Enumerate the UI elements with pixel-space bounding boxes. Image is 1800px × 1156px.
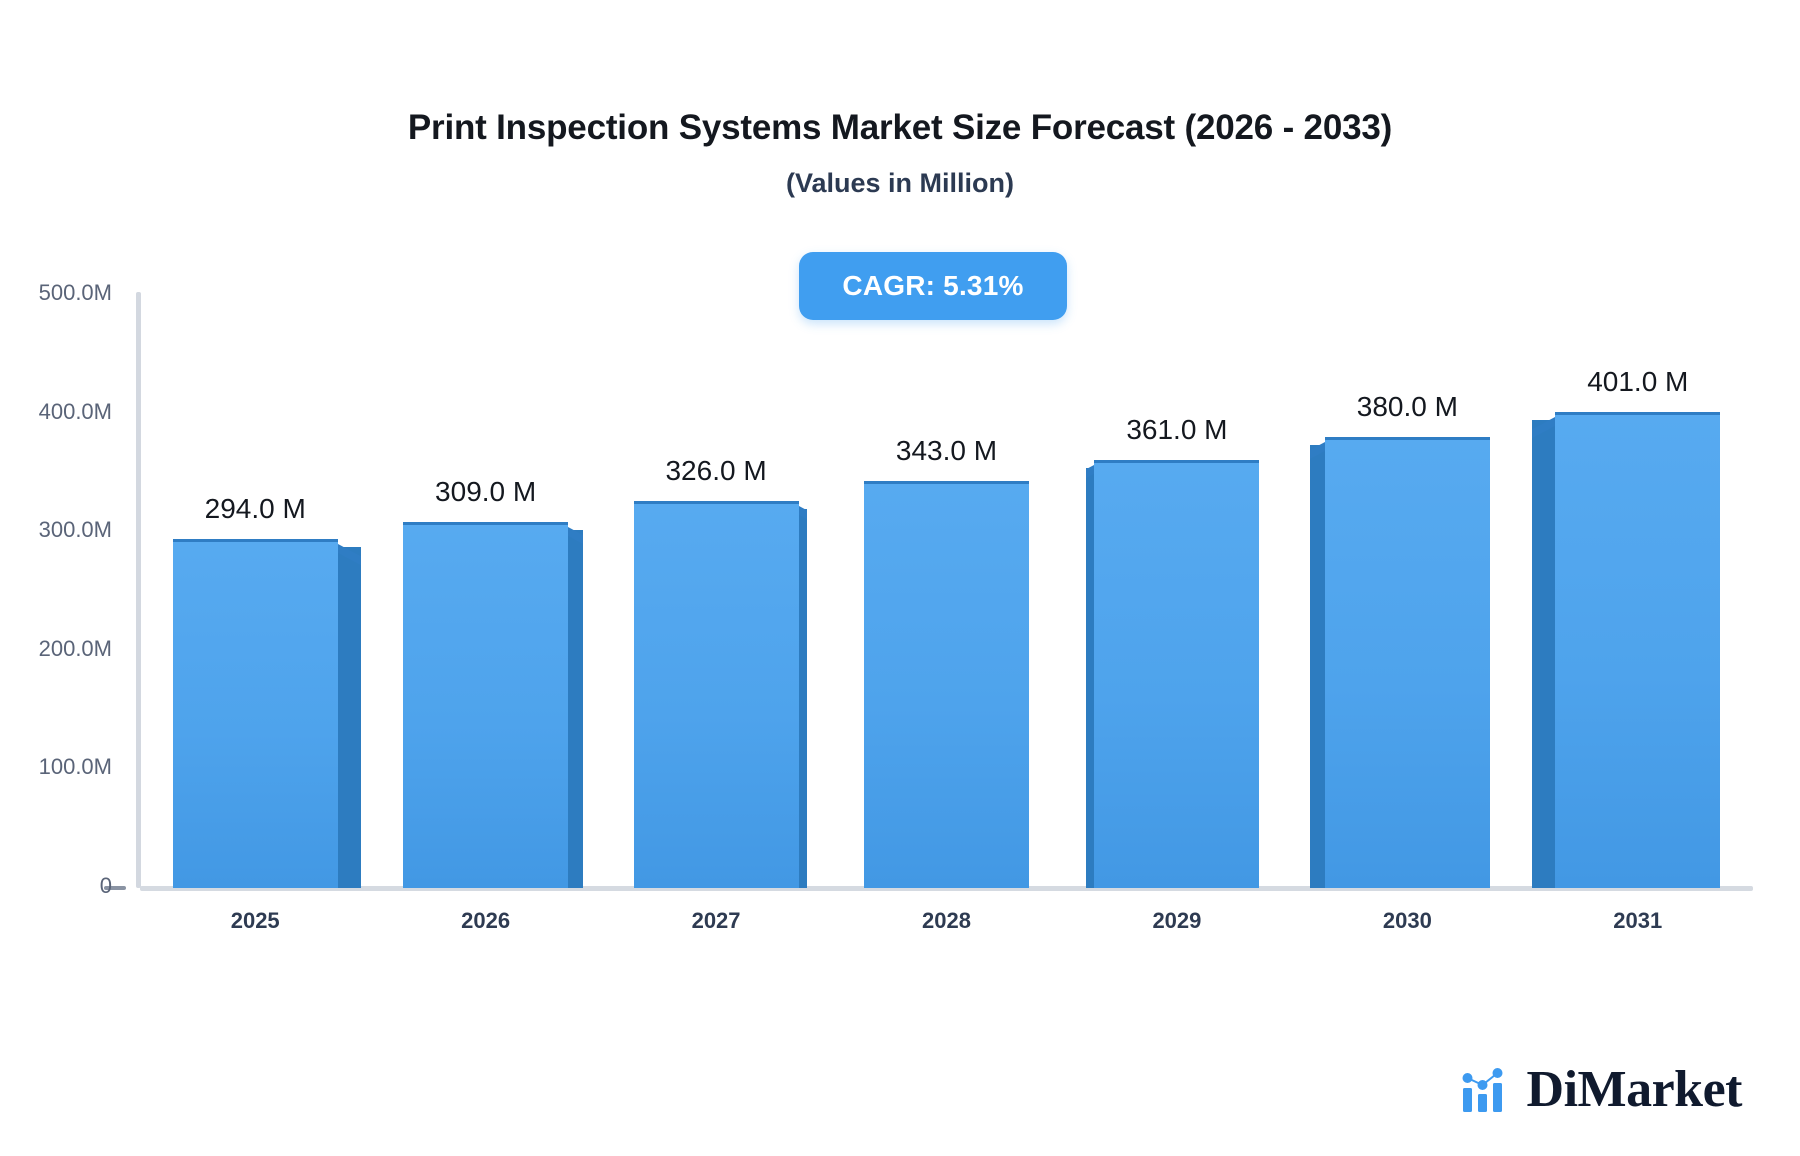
x-axis-label-2029: 2029: [1152, 908, 1202, 933]
brand-logo: DiMarket: [1461, 1061, 1743, 1118]
y-axis-tick-300.0M: 300.0M: [38, 517, 112, 543]
x-axis-label-2025: 2025: [230, 908, 280, 933]
bar-2030[interactable]: 380.0 M: [1309, 391, 1490, 888]
x-axis-label-2026: 2026: [461, 908, 511, 933]
bar-2031[interactable]: 401.0 M: [1532, 366, 1721, 888]
y-axis-zero-tick: [104, 886, 126, 890]
bar-side-face: [1532, 420, 1556, 888]
bar-front-face: [633, 501, 799, 888]
x-axis-label-2028: 2028: [922, 908, 971, 933]
bar-front-face: [172, 539, 338, 888]
x-axis-line: [140, 886, 1753, 891]
bar-side-face: [568, 529, 584, 888]
bar-value-label-2026: 309.0 M: [435, 475, 537, 507]
bar-side-face: [337, 547, 361, 888]
y-axis-tick-400.0M: 400.0M: [38, 398, 112, 424]
bar-2027[interactable]: 326.0 M: [633, 455, 807, 888]
bar-front-face: [1555, 412, 1721, 888]
bar-value-label-2027: 326.0 M: [665, 455, 767, 487]
brand-name: DiMarket: [1526, 1061, 1743, 1118]
bar-front-face: [1324, 437, 1490, 888]
bar-value-label-2030: 380.0 M: [1356, 391, 1458, 423]
bar-2029[interactable]: 361.0 M: [1086, 414, 1260, 888]
bar-value-label-2028: 343.0 M: [895, 435, 998, 467]
bar-front-face: [1094, 459, 1260, 888]
y-axis-tick-200.0M: 200.0M: [38, 635, 112, 661]
bar-side-face: [798, 509, 807, 888]
cagr-badge: CAGR: 5.31%: [799, 252, 1067, 320]
bar-2025[interactable]: 294.0 M: [172, 493, 361, 888]
y-axis-tick-100.0M: 100.0M: [38, 754, 112, 780]
bar-value-label-2029: 361.0 M: [1126, 413, 1228, 445]
bar-side-face: [1086, 467, 1095, 888]
y-axis-tick-500.0M: 500.0M: [38, 280, 112, 305]
bar-2026[interactable]: 309.0 M: [403, 476, 584, 888]
bar-front-face: [864, 481, 1029, 888]
bar-2028[interactable]: 343.0 M: [864, 435, 1029, 888]
x-axis-label-2027: 2027: [691, 908, 741, 933]
x-axis-label-2031: 2031: [1613, 908, 1663, 933]
bar-value-label-2031: 401.0 M: [1587, 366, 1689, 398]
bar-front-face: [403, 521, 569, 888]
bar-value-label-2025: 294.0 M: [204, 493, 306, 525]
y-axis-line: [136, 292, 141, 888]
y-axis-tick-0: 0: [99, 873, 112, 898]
chart-subtitle: (Values in Million): [785, 168, 1015, 198]
x-axis-label-2030: 2030: [1382, 908, 1432, 933]
bar-chart-icon: [1462, 1068, 1503, 1112]
cagr-badge-label: CAGR: 5.31%: [842, 270, 1024, 301]
page-title: Print Inspection Systems Market Size For…: [407, 108, 1393, 147]
bar-side-face: [1309, 445, 1325, 888]
